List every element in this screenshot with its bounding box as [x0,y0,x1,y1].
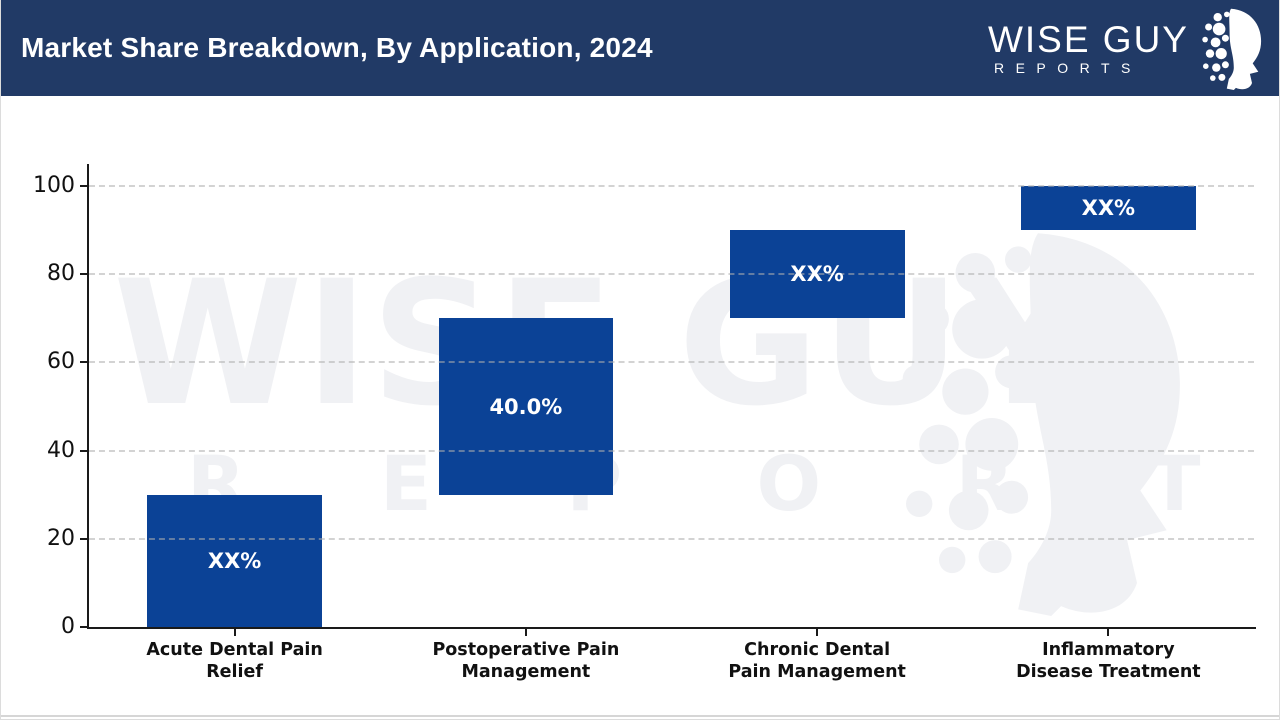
x-tick-mark [524,629,527,636]
logo-sub-name: REPORTS [993,60,1142,76]
bar-segment [438,318,614,495]
x-tick-mark [233,629,236,636]
gridline [89,449,1254,452]
y-tick-label: 40 [47,437,75,463]
y-tick-mark [80,537,89,540]
bar-segment [147,494,322,627]
bar-segment [1021,186,1196,231]
header-bar: Market Share Breakdown, By Application, … [1,0,1279,96]
y-tick-mark [80,449,89,452]
dotted-head-icon [1202,8,1262,90]
chart-title: Market Share Breakdown, By Application, … [21,32,653,63]
x-category-label: Postoperative Pain Management [376,640,676,684]
bottom-rule [1,715,1279,717]
y-tick-label: 20 [47,525,75,551]
bar-value-label: 40.0% [489,394,563,419]
x-tick-mark [1107,629,1110,636]
y-tick-mark [80,626,89,628]
brand-logo-text: WISE GUY REPORTS [988,21,1189,75]
x-category-line1: Acute Dental Pain [146,640,323,660]
x-category-line2: Management [461,661,591,682]
gridline [89,537,1254,540]
watermark-head-icon [902,233,1180,616]
x-category-line1: Chronic Dental [744,640,891,660]
y-tick-label: 100 [33,173,75,198]
y-tick-mark [80,361,89,364]
bar-value-label: XX% [207,548,262,573]
x-tick-mark [816,629,819,636]
x-category-label: Acute Dental Pain Relief [85,640,385,684]
x-axis-line [87,627,1256,629]
x-category-label: Inflammatory Disease Treatment [958,640,1258,684]
x-category-line1: Inflammatory [1042,640,1175,660]
brand-logo: WISE GUY REPORTS [988,6,1267,90]
x-category-line2: Disease Treatment [1016,661,1201,682]
bar-value-label: XX% [1081,196,1136,221]
y-tick-label: 80 [47,261,75,287]
y-tick-mark [80,273,89,276]
x-category-line1: Postoperative Pain [432,640,620,660]
y-tick-label: 60 [47,349,75,375]
x-category-line2: Pain Management [728,661,906,682]
bar-value-label: XX% [790,262,844,287]
gridline [89,185,1254,187]
y-tick-label: 0 [61,614,75,639]
y-axis-line [87,164,89,629]
gridline [89,361,1254,364]
logo-brand-name: WISE GUY [987,19,1189,60]
y-tick-mark [80,185,89,187]
x-category-label: Chronic Dental Pain Management [667,640,967,684]
gridline [89,273,1254,276]
x-category-line2: Relief [206,661,264,682]
